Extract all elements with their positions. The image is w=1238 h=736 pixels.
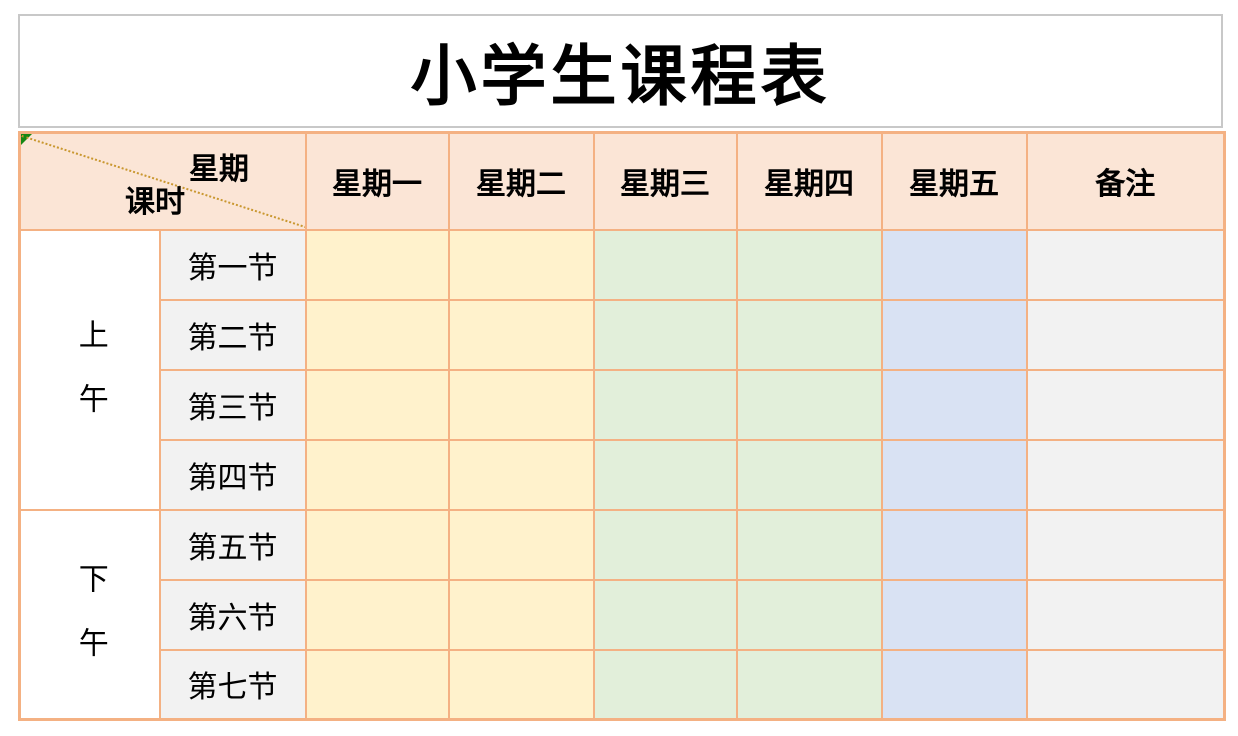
period-4-cell[interactable]: 第四节 [158, 438, 307, 511]
cell-fri-p3[interactable] [880, 368, 1028, 441]
session-morning-cell[interactable]: 上午 [18, 228, 161, 511]
corner-week-label: 星期 [189, 153, 249, 186]
corner-header-cell[interactable]: 星期 课时 [18, 131, 307, 231]
period-7-cell[interactable]: 第七节 [158, 648, 307, 721]
period-3-cell[interactable]: 第三节 [158, 368, 307, 441]
header-notes[interactable]: 备注 [1025, 131, 1226, 231]
cell-wed-p5[interactable] [592, 508, 738, 581]
period-6-cell[interactable]: 第六节 [158, 578, 307, 651]
cell-wed-p4[interactable] [592, 438, 738, 511]
cell-tue-p1[interactable] [447, 228, 595, 301]
corner-period-label: 课时 [125, 185, 185, 219]
period-2-cell[interactable]: 第二节 [158, 298, 307, 371]
cell-fri-p7[interactable] [880, 648, 1028, 721]
cell-tue-p5[interactable] [447, 508, 595, 581]
cell-thu-p3[interactable] [735, 368, 883, 441]
cell-wed-p1[interactable] [592, 228, 738, 301]
cell-mon-p4[interactable] [304, 438, 450, 511]
cell-note-p7[interactable] [1025, 648, 1226, 721]
cell-thu-p4[interactable] [735, 438, 883, 511]
cell-fri-p1[interactable] [880, 228, 1028, 301]
session-afternoon-label: 下午 [73, 563, 107, 692]
cell-wed-p6[interactable] [592, 578, 738, 651]
cell-corner-marker-icon [21, 134, 32, 145]
cell-fri-p5[interactable] [880, 508, 1028, 581]
cell-wed-p2[interactable] [592, 298, 738, 371]
schedule-table: 星期 课时 星期一 星期二 星期三 星期四 星期五 备注 上午 第一节 第二节 [18, 131, 1226, 721]
header-wednesday[interactable]: 星期三 [592, 131, 738, 231]
cell-fri-p2[interactable] [880, 298, 1028, 371]
page-title: 小学生课程表 [410, 39, 831, 113]
cell-note-p2[interactable] [1025, 298, 1226, 371]
cell-thu-p5[interactable] [735, 508, 883, 581]
cell-thu-p7[interactable] [735, 648, 883, 721]
cell-wed-p3[interactable] [592, 368, 738, 441]
cell-tue-p7[interactable] [447, 648, 595, 721]
cell-mon-p1[interactable] [304, 228, 450, 301]
cell-note-p5[interactable] [1025, 508, 1226, 581]
cell-tue-p3[interactable] [447, 368, 595, 441]
cell-fri-p4[interactable] [880, 438, 1028, 511]
cell-tue-p6[interactable] [447, 578, 595, 651]
header-tuesday[interactable]: 星期二 [447, 131, 595, 231]
session-afternoon-cell[interactable]: 下午 [18, 508, 161, 721]
title-cell[interactable]: 小学生课程表 [18, 14, 1223, 128]
header-friday[interactable]: 星期五 [880, 131, 1028, 231]
cell-thu-p1[interactable] [735, 228, 883, 301]
cell-mon-p3[interactable] [304, 368, 450, 441]
period-5-cell[interactable]: 第五节 [158, 508, 307, 581]
cell-note-p1[interactable] [1025, 228, 1226, 301]
cell-fri-p6[interactable] [880, 578, 1028, 651]
cell-mon-p6[interactable] [304, 578, 450, 651]
cell-note-p3[interactable] [1025, 368, 1226, 441]
cell-thu-p2[interactable] [735, 298, 883, 371]
cell-mon-p5[interactable] [304, 508, 450, 581]
cell-note-p4[interactable] [1025, 438, 1226, 511]
cell-tue-p2[interactable] [447, 298, 595, 371]
period-1-cell[interactable]: 第一节 [158, 228, 307, 301]
cell-note-p6[interactable] [1025, 578, 1226, 651]
header-thursday[interactable]: 星期四 [735, 131, 883, 231]
header-monday[interactable]: 星期一 [304, 131, 450, 231]
cell-tue-p4[interactable] [447, 438, 595, 511]
cell-mon-p7[interactable] [304, 648, 450, 721]
cell-wed-p7[interactable] [592, 648, 738, 721]
cell-thu-p6[interactable] [735, 578, 883, 651]
cell-mon-p2[interactable] [304, 298, 450, 371]
session-morning-label: 上午 [73, 318, 107, 447]
